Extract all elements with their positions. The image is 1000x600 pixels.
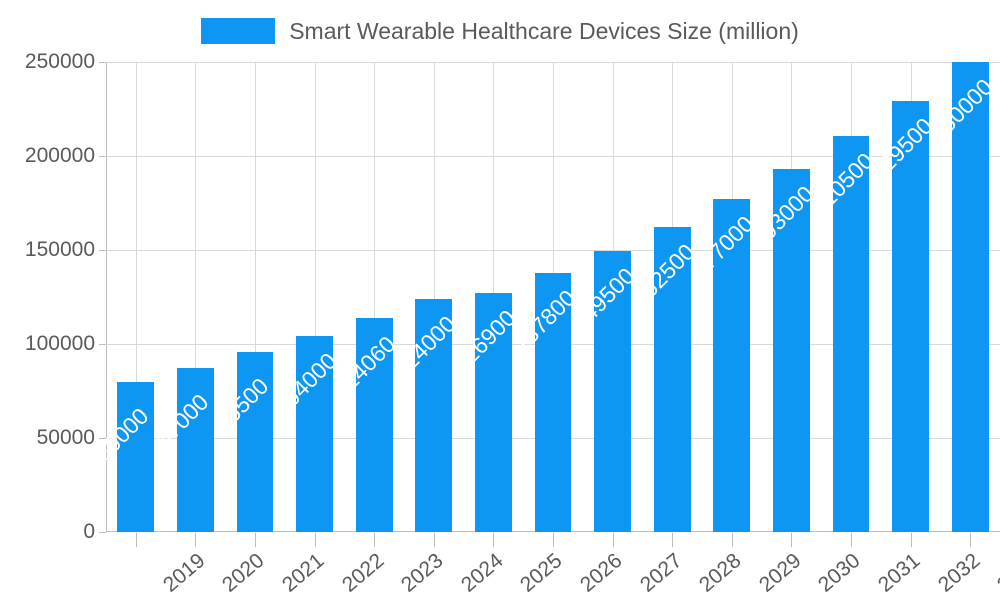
bar[interactable]: [534, 272, 572, 532]
x-axis-tick-label: 2032: [933, 549, 985, 597]
y-axis-tick-label: 200000: [24, 144, 95, 167]
y-axis-tick-label: 50000: [36, 426, 95, 449]
y-tick-mark: [99, 344, 106, 345]
x-gridline: [434, 62, 435, 532]
x-axis-tick-label: 2033: [993, 549, 1000, 597]
bar[interactable]: [772, 169, 810, 532]
x-axis-tick-label: 2022: [337, 549, 389, 597]
x-tick-mark: [374, 533, 375, 547]
y-axis-tick-label: 150000: [24, 238, 95, 261]
x-gridline: [315, 62, 316, 532]
x-axis-tick-label: 2028: [695, 549, 746, 597]
x-axis-tick-label: 2020: [218, 549, 269, 597]
x-tick-mark: [195, 533, 196, 547]
x-tick-mark: [791, 533, 792, 547]
x-tick-mark: [136, 533, 137, 547]
x-axis-tick-label: 2030: [814, 549, 865, 597]
x-axis-tick-label: 2025: [516, 549, 567, 597]
x-tick-mark: [434, 533, 435, 547]
bar[interactable]: [892, 100, 930, 532]
x-tick-mark: [851, 533, 852, 547]
bar[interactable]: [713, 199, 751, 532]
x-axis-tick-label: 2027: [635, 549, 687, 597]
y-tick-mark: [99, 250, 106, 251]
y-axis-tick-label: 250000: [24, 50, 95, 73]
plot-frame: 80000 87000 95500 104000 114060 124000 126900 1…: [106, 62, 1000, 532]
x-tick-mark: [672, 533, 673, 547]
bar[interactable]: [176, 368, 214, 532]
x-gridline: [374, 62, 375, 532]
bar[interactable]: [355, 317, 393, 532]
x-tick-mark: [255, 533, 256, 547]
y-tick-mark: [99, 532, 106, 533]
y-tick-mark: [99, 62, 106, 63]
bar[interactable]: [832, 136, 870, 532]
bar[interactable]: [296, 336, 334, 532]
x-tick-mark: [493, 533, 494, 547]
y-axis-tick-label: 0: [83, 520, 95, 543]
x-gridline: [195, 62, 196, 532]
x-gridline: [136, 62, 137, 532]
x-axis-tick-label: 2026: [575, 549, 627, 597]
chart-legend: Smart Wearable Healthcare Devices Size (…: [0, 0, 1000, 62]
x-gridline: [255, 62, 256, 532]
x-axis-tick-label: 2023: [397, 549, 448, 597]
bar[interactable]: [415, 298, 453, 532]
bar[interactable]: [117, 381, 155, 532]
y-tick-mark: [99, 438, 106, 439]
x-tick-mark: [553, 533, 554, 547]
x-axis-tick-label: 2019: [158, 549, 210, 597]
x-tick-mark: [970, 533, 971, 547]
x-axis-tick-label: 2021: [277, 549, 329, 597]
x-axis-tick-label: 2031: [873, 549, 925, 597]
y-tick-mark: [99, 156, 106, 157]
x-axis-tick-label: 2024: [456, 549, 508, 597]
bar[interactable]: [653, 226, 691, 532]
bar[interactable]: [474, 293, 512, 532]
bar[interactable]: [236, 352, 274, 532]
plot-area: 80000 87000 95500 104000 114060 124000 126900 1…: [106, 62, 1000, 532]
x-tick-mark: [613, 533, 614, 547]
y-axis-tick-label: 100000: [24, 332, 95, 355]
legend-swatch-series-1[interactable]: [201, 18, 276, 44]
x-axis-tick-label: 2029: [754, 549, 806, 597]
x-tick-mark: [315, 533, 316, 547]
legend-label-series-1[interactable]: Smart Wearable Healthcare Devices Size (…: [289, 17, 799, 44]
x-tick-mark: [911, 533, 912, 547]
bar[interactable]: [594, 250, 632, 532]
x-tick-mark: [732, 533, 733, 547]
bar[interactable]: [951, 62, 989, 532]
y-axis-line: [106, 62, 107, 532]
